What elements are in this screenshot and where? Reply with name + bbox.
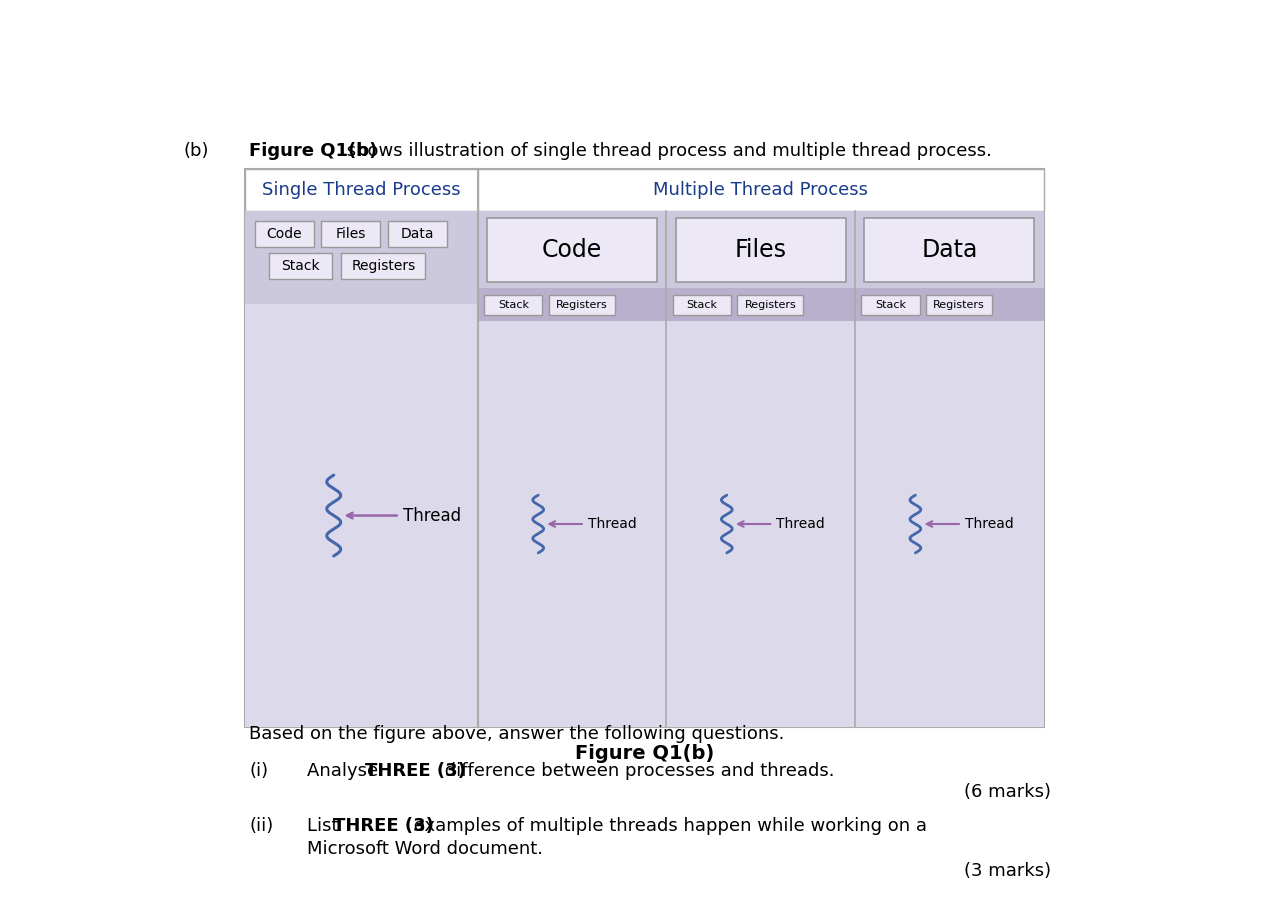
Bar [854,288,1044,321]
FancyBboxPatch shape [861,295,920,315]
FancyBboxPatch shape [676,217,845,282]
Text: Registers: Registers [744,299,797,309]
Text: Stack: Stack [875,299,906,309]
Text: (b): (b) [183,142,209,160]
Text: Stack: Stack [281,259,320,273]
Text: Data: Data [401,227,434,240]
FancyBboxPatch shape [388,221,447,247]
Text: Files: Files [735,238,787,262]
Bar [666,321,854,728]
Text: Figure Q1(b): Figure Q1(b) [575,744,714,764]
Bar [478,288,666,321]
Text: examples of multiple threads happen while working on a: examples of multiple threads happen whil… [409,817,927,835]
Text: Thread: Thread [776,517,825,531]
Text: shows illustration of single thread process and multiple thread process.: shows illustration of single thread proc… [341,142,991,160]
FancyBboxPatch shape [342,253,425,279]
Text: (ii): (ii) [250,817,274,835]
Text: Registers: Registers [556,299,607,309]
Bar [246,212,478,304]
FancyBboxPatch shape [673,295,731,315]
Text: Stack: Stack [498,299,529,309]
FancyBboxPatch shape [548,295,615,315]
Bar [666,212,854,288]
FancyBboxPatch shape [484,295,542,315]
FancyBboxPatch shape [487,217,657,282]
Text: Data: Data [921,238,977,262]
Text: Thread: Thread [588,517,637,531]
Text: difference between processes and threads.: difference between processes and threads… [439,762,835,780]
Bar [246,169,478,212]
Bar [478,321,666,728]
Bar [478,169,1044,212]
Text: List: List [307,817,345,835]
Text: Multiple Thread Process: Multiple Thread Process [653,181,869,199]
Text: (i): (i) [250,762,269,780]
Text: Single Thread Process: Single Thread Process [263,181,461,199]
Text: Code: Code [542,238,602,262]
FancyBboxPatch shape [926,295,991,315]
Bar [666,288,854,321]
FancyBboxPatch shape [255,221,314,247]
Text: (6 marks): (6 marks) [965,783,1052,801]
Text: Based on the figure above, answer the following questions.: Based on the figure above, answer the fo… [250,725,785,742]
FancyBboxPatch shape [738,295,803,315]
FancyBboxPatch shape [322,221,380,247]
Bar [854,212,1044,288]
Bar [246,304,478,728]
FancyBboxPatch shape [269,253,332,279]
Text: Thread: Thread [404,507,461,525]
Text: Analyse: Analyse [307,762,384,780]
Text: Thread: Thread [965,517,1013,531]
Bar [478,212,666,288]
Bar [854,321,1044,728]
Bar [246,169,1044,728]
Text: Microsoft Word document.: Microsoft Word document. [307,840,543,858]
Text: (3 marks): (3 marks) [965,862,1052,880]
FancyBboxPatch shape [865,217,1034,282]
Text: Registers: Registers [351,259,415,273]
Text: Registers: Registers [933,299,985,309]
Text: Code: Code [266,227,302,240]
Text: THREE (3): THREE (3) [365,762,465,780]
Text: Stack: Stack [687,299,717,309]
Text: Figure Q1(b): Figure Q1(b) [250,142,378,160]
Text: THREE (3): THREE (3) [333,817,434,835]
Text: Files: Files [336,227,366,240]
